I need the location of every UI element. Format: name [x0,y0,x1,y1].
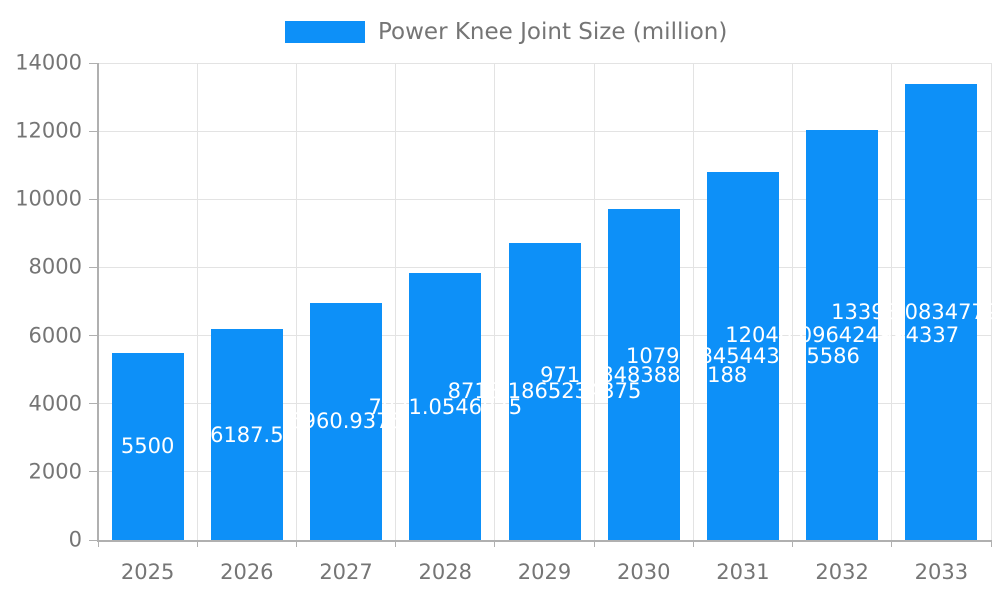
x-axis-tick-label: 2029 [517,560,572,584]
v-gridline [692,63,694,540]
y-axis-tick [89,198,98,200]
x-axis-tick-label: 2032 [815,560,869,584]
x-axis-tick [792,540,794,547]
y-axis-line [97,63,99,540]
bar-2031[interactable] [706,172,779,540]
x-axis-line [97,540,991,542]
y-axis-tick-label: 8000 [28,254,82,279]
x-axis-tick [97,540,99,547]
legend-item[interactable]: Power Knee Joint Size (million) [285,16,727,48]
bar-2032[interactable] [806,129,879,540]
x-axis-tick-label: 2033 [914,560,969,584]
bar-value-label: 13398.08347794337 [831,299,1000,324]
v-gridline [395,63,397,540]
v-gridline [593,63,595,540]
y-axis-tick-label: 0 [68,527,82,552]
y-axis-tick [89,471,98,473]
bar-value-label: 12040.096424994337 [725,322,960,347]
x-axis-tick [593,540,595,547]
y-axis-tick-label: 14000 [15,50,82,75]
x-axis-tick-label: 2027 [319,560,373,584]
bar-2029[interactable] [508,242,581,540]
bar-2030[interactable] [607,209,680,540]
bar-value-label: 10790.845443725586 [626,344,860,369]
x-axis-tick [395,540,397,547]
bar-2033[interactable] [905,83,978,540]
x-axis-tick [891,540,893,547]
h-gridline [98,62,991,64]
y-axis-tick-label: 4000 [28,391,82,416]
v-gridline [196,63,198,540]
h-gridline [98,130,991,132]
y-axis-tick [89,266,98,268]
legend-label: Power Knee Joint Size (million) [378,19,728,45]
y-axis-tick [89,130,98,132]
x-axis-tick [295,540,297,547]
bar-2028[interactable] [409,273,482,540]
x-axis-tick [494,540,496,547]
y-axis-tick [89,403,98,405]
h-gridline [98,198,991,200]
y-axis-tick-label: 6000 [28,323,82,348]
legend-swatch [285,21,365,43]
x-axis-tick-label: 2031 [716,560,770,584]
bar-value-label: 5500 [120,434,175,459]
y-axis-tick [89,62,98,64]
bar-value-label: 7831.0546875 [368,394,523,419]
y-axis-tick-label: 10000 [15,186,82,211]
y-axis-tick-label: 2000 [28,459,82,484]
bar-value-label: 9710.84838867188 [540,362,748,387]
v-gridline [891,63,893,540]
x-axis-tick-label: 2025 [120,560,175,584]
x-axis-tick [692,540,694,547]
v-gridline [990,63,992,540]
x-axis-tick [990,540,992,547]
x-axis-tick-label: 2028 [418,560,472,584]
x-axis-tick [196,540,198,547]
x-axis-tick-label: 2030 [616,560,671,584]
bar-value-label: 6960.9375 [289,409,403,434]
v-gridline [295,63,297,540]
bar-value-label: 8718.1865234375 [447,379,642,404]
v-gridline [494,63,496,540]
y-axis-tick [89,335,98,337]
v-gridline [792,63,794,540]
x-axis-tick-label: 2026 [220,560,274,584]
bar-2026[interactable] [210,329,283,540]
y-axis-tick-label: 12000 [15,118,82,143]
bar-2025[interactable] [111,352,184,540]
bar-value-label: 6187.5 [210,422,284,447]
bar-2027[interactable] [310,302,383,540]
y-axis-tick [89,539,98,541]
